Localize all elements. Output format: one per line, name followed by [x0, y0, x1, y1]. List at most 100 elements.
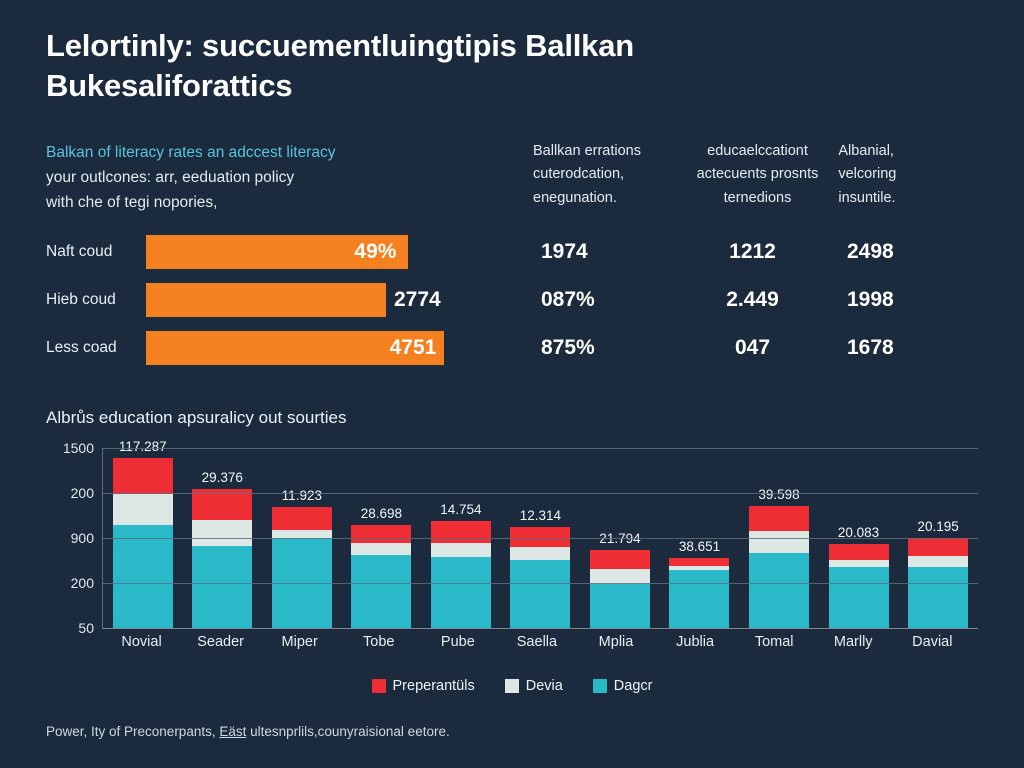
footer-text-after: ultesnprlils,counyraisional eetore. — [246, 724, 450, 739]
bar-stack — [112, 458, 173, 628]
horizontal-bar-group: Naft coud 49% Hieb coud 2774 Less coad 4… — [46, 228, 466, 372]
horizontal-bar-value-2: 4751 — [389, 336, 437, 359]
legend-item[interactable]: Dagcr — [592, 678, 653, 694]
bar-stack — [749, 505, 810, 628]
bar-column[interactable]: 29.376 — [192, 448, 253, 628]
stat-value-2-0: 875% — [541, 336, 595, 359]
legend-item[interactable]: Preperantüls — [371, 678, 475, 694]
bar-stack — [908, 538, 969, 628]
bar-segment — [669, 566, 730, 571]
bar-segment — [510, 547, 571, 560]
stat-values-row: 1974 1212 2498 — [533, 228, 988, 276]
gridline — [103, 538, 978, 539]
horizontal-bar-row: Naft coud 49% — [46, 228, 466, 276]
legend-swatch-icon — [504, 679, 519, 693]
bar-segment — [749, 552, 810, 628]
bar-column[interactable]: 12.314 — [510, 448, 571, 628]
y-axis-tick: 200 — [70, 575, 94, 591]
bar-column[interactable]: 38.651 — [669, 448, 730, 628]
bar-column[interactable]: 117.287 — [112, 439, 173, 628]
bar-segment — [351, 554, 412, 628]
legend-item[interactable]: Devia — [504, 678, 563, 694]
horizontal-bar-label-1: Hieb coud — [46, 291, 116, 308]
horizontal-bar-fill-0 — [146, 235, 409, 269]
chart-heading: Albrůs education apsuralicy out sourties — [46, 408, 347, 427]
bar-column[interactable]: 20.195 — [908, 448, 969, 628]
stat-value-2-2: 1678 — [847, 336, 894, 359]
stat-header-2-line-1: Albanial, — [838, 143, 894, 159]
bar-column[interactable]: 39.598 — [749, 448, 810, 628]
horizontal-bar-track-2: 4751 — [146, 331, 466, 365]
bar-stack — [828, 544, 889, 628]
bar-segment — [669, 570, 730, 628]
y-axis-tick: 200 — [70, 485, 94, 501]
footer-note: Power, Ity of Preconerpants, Eäst ultesn… — [46, 724, 450, 739]
gridline — [103, 448, 978, 449]
legend-swatch-icon — [592, 679, 607, 693]
bar-column[interactable]: 21.794 — [589, 448, 650, 628]
horizontal-bar-label-2: Less coad — [46, 339, 117, 356]
x-axis-label: Mplia — [598, 634, 634, 650]
bar-stack — [589, 549, 650, 628]
x-axis-label: Seader — [197, 634, 244, 650]
bar-segment — [669, 557, 730, 567]
stat-header-1-line-1: educaelccationt — [707, 143, 808, 159]
bar-stack — [351, 525, 412, 628]
stat-header-0-line-2: cuterodcation, — [533, 166, 625, 183]
x-axis-label: Tobe — [363, 634, 395, 650]
bar-segment — [112, 458, 173, 495]
bar-value-label: 38.651 — [678, 538, 721, 554]
bar-value-label: 29.376 — [201, 469, 243, 485]
bar-segment — [192, 520, 253, 547]
bar-stack — [669, 557, 730, 628]
bar-column[interactable]: 28.698 — [351, 448, 412, 628]
bar-column[interactable]: 14.754 — [430, 448, 491, 628]
y-axis: 1500 200 900 200 50 — [40, 440, 102, 636]
bar-segment — [749, 530, 810, 553]
bar-segment — [828, 544, 889, 560]
bar-segment — [271, 529, 332, 538]
x-axis-label: Jublia — [676, 634, 715, 650]
stat-value-1-2: 1998 — [847, 288, 894, 311]
chart-legend: Preperantüls Devia Dagcr — [0, 678, 1024, 694]
x-axis-label: Tomal — [754, 634, 794, 650]
plot-area: 117.287 29.376 11.923 28.698 14.754 12.314 21.… — [102, 439, 978, 629]
horizontal-bar-row: Hieb coud 2774 — [46, 276, 466, 324]
stat-column-header-0: Ballkan errations cuterodcation, eneguna… — [533, 140, 683, 210]
stat-header-2-line-2: velcoring — [838, 166, 897, 183]
stat-header-2-line-3: insuntile. — [838, 189, 896, 206]
bar-segment — [430, 556, 491, 628]
bar-segment — [510, 559, 571, 628]
x-axis-label: Saella — [516, 634, 558, 650]
stat-value-1-1: 2.449 — [726, 288, 779, 311]
bar-segment — [192, 488, 253, 521]
bar-value-label: 39.598 — [758, 486, 800, 502]
horizontal-bar-label-0: Naft coud — [46, 243, 113, 260]
stat-header-0-line-3: enegunation. — [533, 189, 617, 206]
legend-label: Devia — [525, 678, 563, 694]
stat-values-row: 087% 2.449 1998 — [533, 276, 988, 324]
bar-value-label: 12.314 — [519, 507, 562, 523]
bar-segment — [908, 555, 969, 568]
stat-value-0-0: 1974 — [541, 240, 588, 263]
bar-segment — [351, 525, 412, 544]
gridline — [103, 583, 978, 584]
subtitle-accent-line: Balkan of literacy rates an adccest lite… — [46, 144, 336, 161]
legend-label: Dagcr — [613, 678, 653, 694]
gridline — [103, 493, 978, 494]
bar-segment — [828, 567, 889, 628]
bar-column[interactable]: 20.083 — [828, 448, 889, 628]
horizontal-bar-value-0: 49% — [354, 240, 397, 263]
legend-swatch-icon — [371, 679, 386, 693]
legend-label: Preperantüls — [392, 678, 475, 694]
page-title-line-2: Bukesaliforattics — [46, 67, 293, 103]
horizontal-bar-fill-1 — [146, 283, 386, 317]
x-axis-label: Pube — [440, 634, 475, 650]
stat-header-1-line-2: actecuents prosnts — [696, 166, 819, 183]
horizontal-bar-value-1: 2774 — [394, 288, 441, 311]
stat-values-row: 875% 047 1678 — [533, 324, 988, 372]
subtitle-block: Balkan of literacy rates an adccest lite… — [46, 140, 486, 215]
x-axis-label: Davial — [912, 634, 953, 650]
x-axis-label: Marlly — [833, 634, 873, 650]
